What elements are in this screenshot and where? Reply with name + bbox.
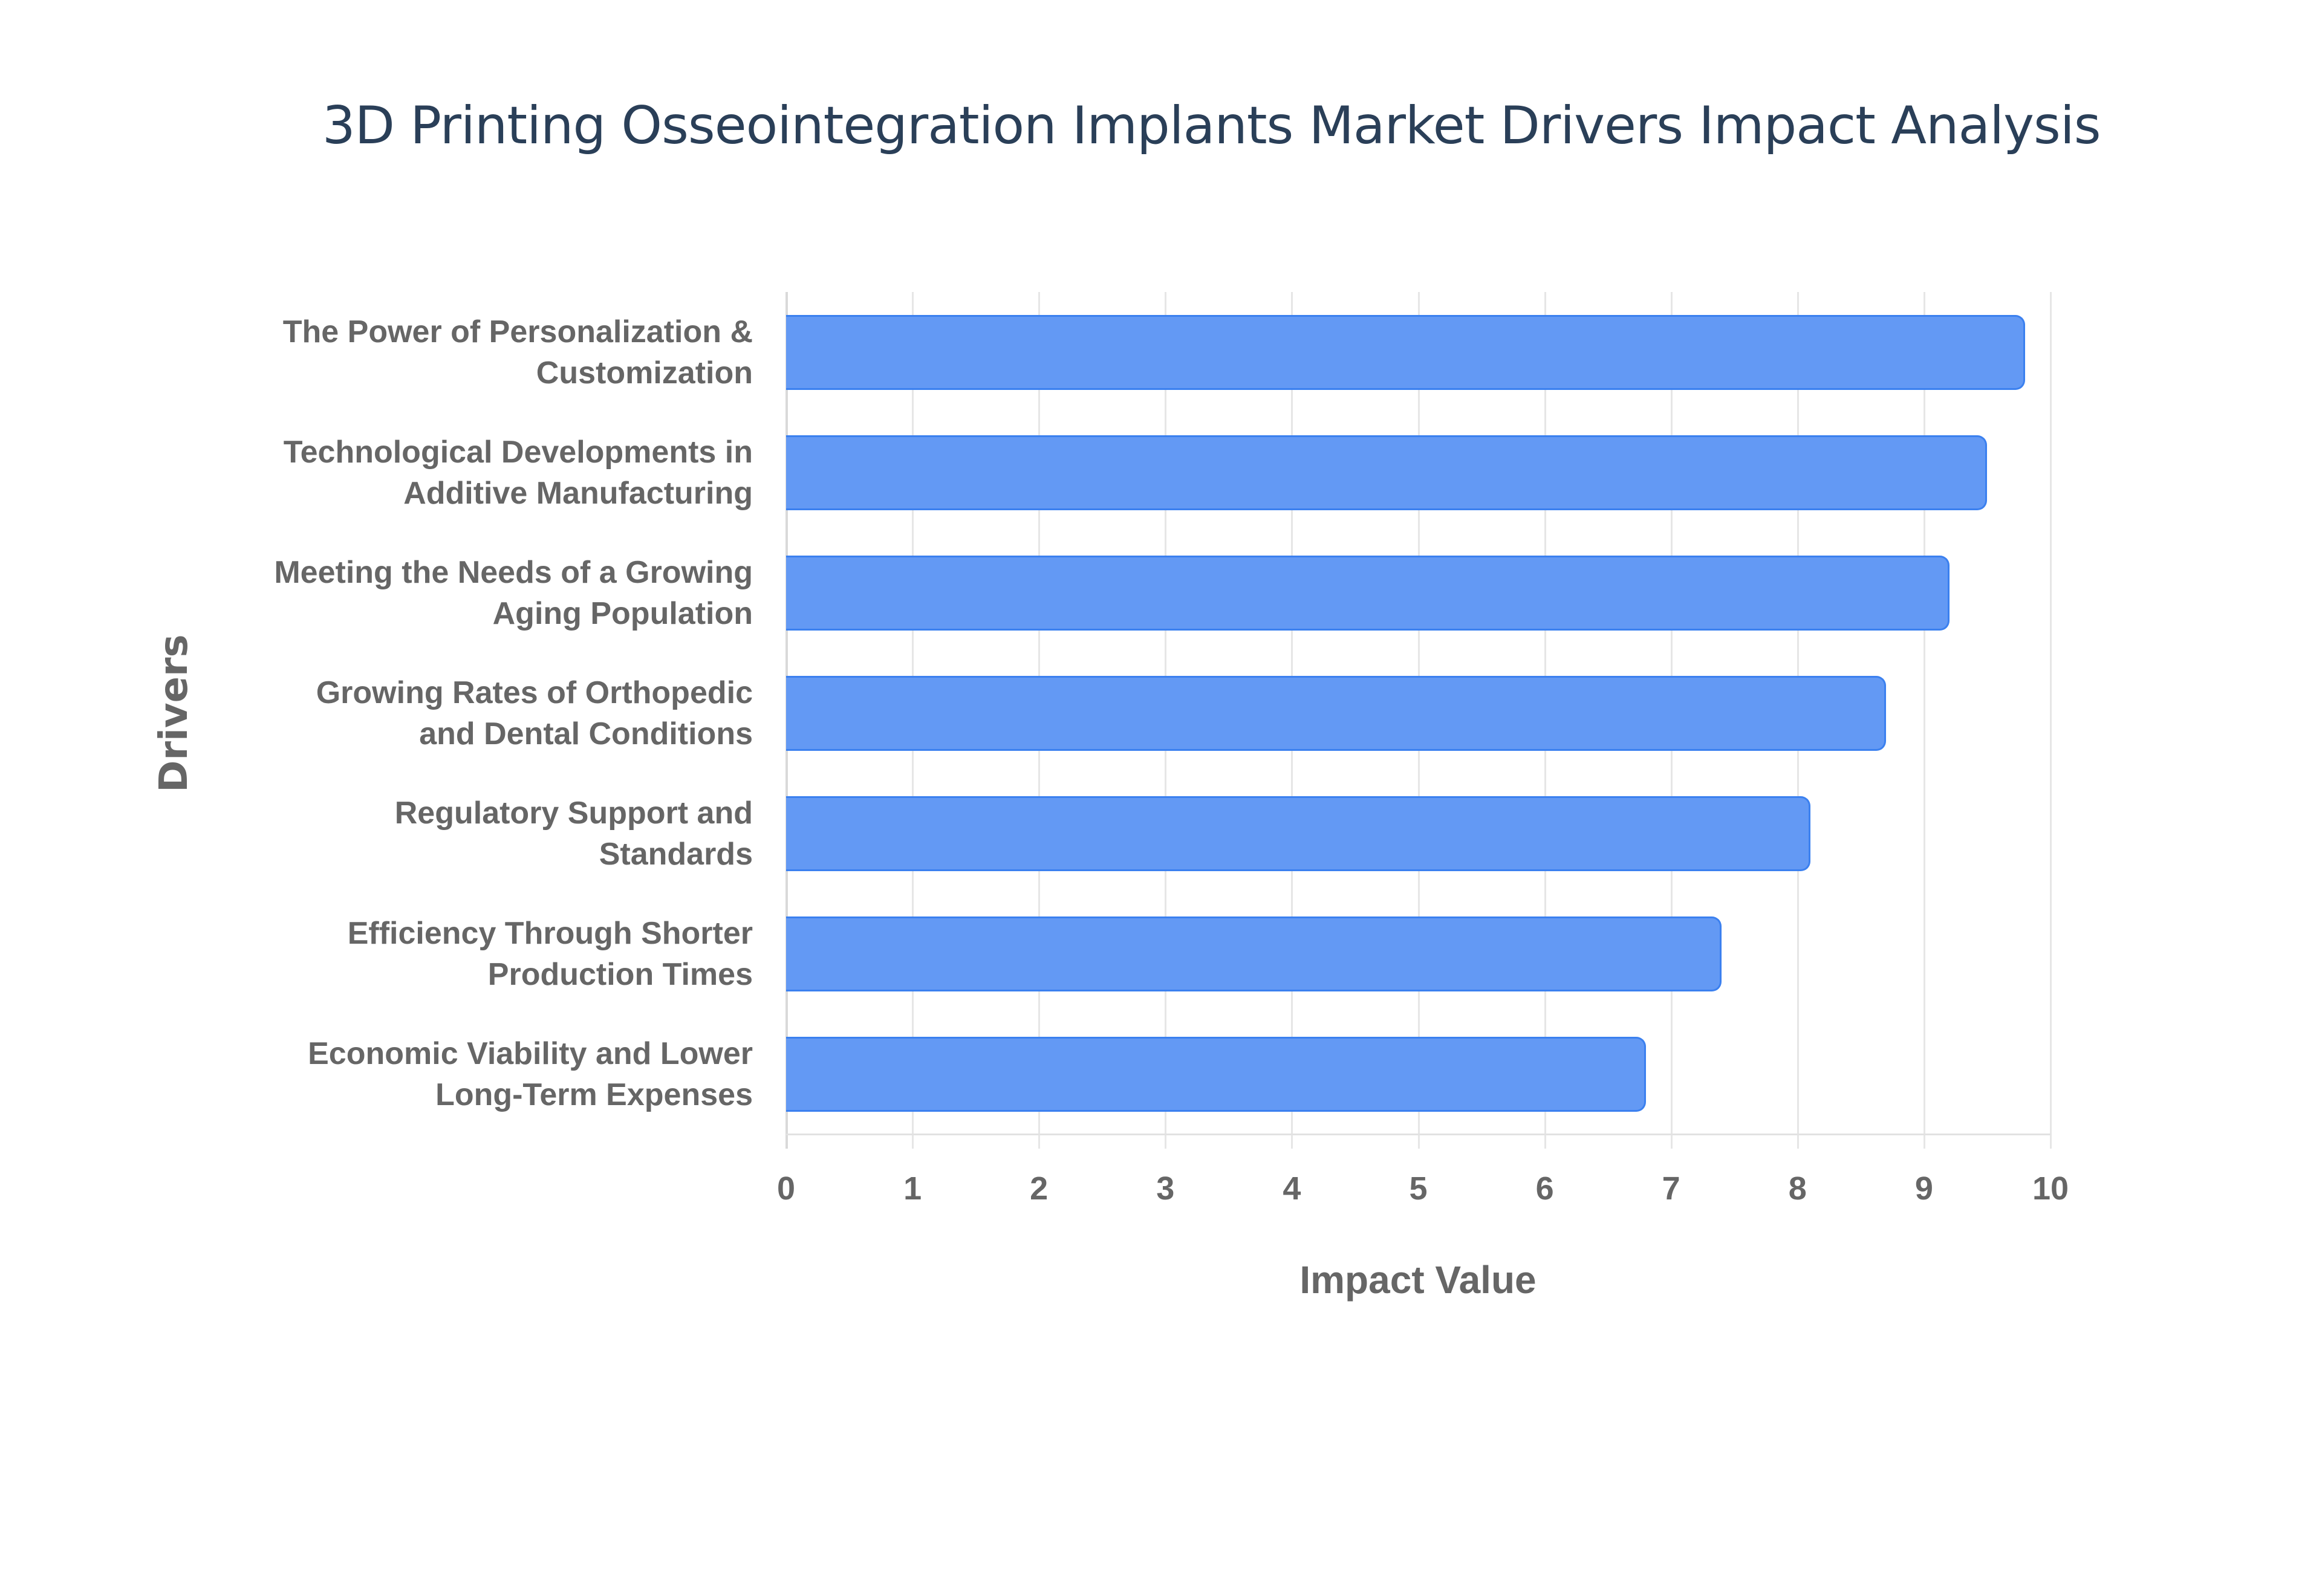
y-axis-label-line: and Dental Conditions	[419, 716, 753, 751]
y-axis-label-line: Long-Term Expenses	[435, 1077, 753, 1112]
y-axis-label: Efficiency Through Shorter Production Tim…	[209, 913, 753, 995]
x-axis-line	[786, 1134, 2050, 1135]
x-axis-title: Impact Value	[1299, 1258, 1537, 1302]
x-axis-tick-label: 1	[903, 1170, 922, 1207]
x-axis-tick-label: 6	[1535, 1170, 1554, 1207]
y-axis-label-line: Technological Developments in	[283, 434, 753, 470]
bar[interactable]	[786, 435, 1988, 510]
plot-area	[785, 292, 2052, 1149]
y-axis-label-line: Standards	[599, 836, 753, 872]
y-axis-label: Economic Viability and Lower Long-Term Ex…	[209, 1033, 753, 1115]
y-axis-label: Meeting the Needs of a Growing Aging Popu…	[209, 552, 753, 634]
bar[interactable]	[786, 314, 2026, 390]
y-axis-title: Drivers	[152, 634, 197, 793]
bar[interactable]	[786, 796, 1810, 871]
y-axis-label-line: Customization	[536, 355, 753, 391]
y-axis-label-line: Growing Rates of Orthopedic	[316, 675, 753, 710]
y-axis-label-line: Efficiency Through Shorter	[347, 915, 753, 951]
x-axis-tick-label: 7	[1662, 1170, 1680, 1207]
x-axis-tick-label: 5	[1409, 1170, 1428, 1207]
x-axis-tick-label: 2	[1030, 1170, 1049, 1207]
bar[interactable]	[786, 916, 1722, 991]
bar[interactable]	[786, 1036, 1646, 1112]
chart-title: 3D Printing Osseointegration Implants Ma…	[322, 96, 2101, 156]
x-axis-tick-label: 0	[776, 1170, 796, 1207]
x-axis-tick-label: 9	[1914, 1170, 1933, 1207]
y-axis-label: Growing Rates of Orthopedic and Dental Co…	[209, 672, 753, 754]
bar[interactable]	[786, 555, 1950, 631]
y-axis-label-line: Regulatory Support and	[394, 795, 753, 831]
y-axis-label-line: Economic Viability and Lower	[308, 1036, 753, 1071]
y-axis-label: Regulatory Support and Standards	[209, 793, 753, 875]
y-axis-label-line: The Power of Personalization &	[282, 314, 753, 349]
gridline	[1923, 292, 1925, 1149]
x-axis-tick-label: 3	[1156, 1170, 1175, 1207]
x-axis-tick-label: 10	[2032, 1170, 2069, 1207]
bar[interactable]	[786, 675, 1887, 751]
x-axis-tick-label: 8	[1788, 1170, 1807, 1207]
x-axis-tick-label: 4	[1283, 1170, 1301, 1207]
gridline	[2050, 292, 2052, 1149]
y-axis-label: Technological Developments in Additive Ma…	[209, 432, 753, 514]
y-axis-label-line: Production Times	[487, 956, 753, 992]
y-axis-label: The Power of Personalization & Customizat…	[209, 311, 753, 394]
y-axis-label-line: Aging Population	[492, 595, 753, 631]
y-axis-label-line: Meeting the Needs of a Growing	[274, 554, 753, 590]
y-axis-label-line: Additive Manufacturing	[403, 475, 753, 511]
